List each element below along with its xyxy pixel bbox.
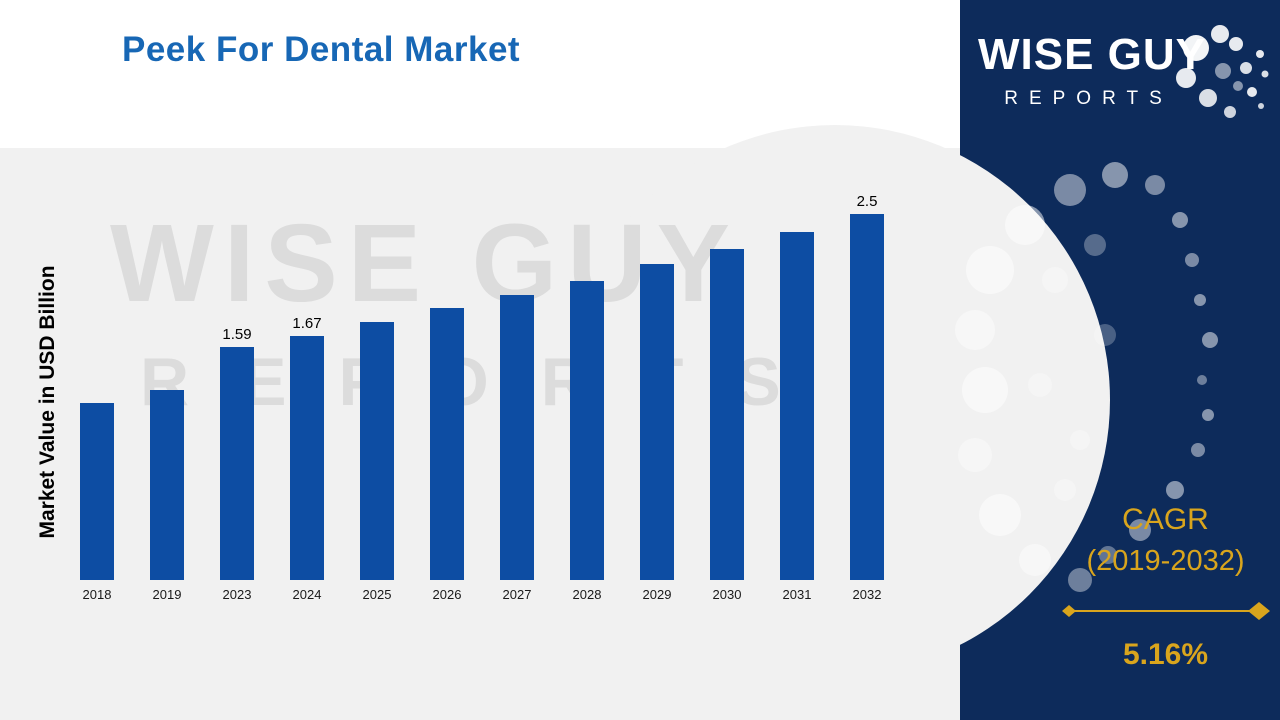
x-tick-label: 2018 xyxy=(82,587,112,602)
page-title: Peek For Dental Market xyxy=(122,30,521,69)
bar-value-label: 2.5 xyxy=(856,193,878,210)
bar-group: 2027 xyxy=(482,193,552,602)
x-tick-label: 2027 xyxy=(502,587,532,602)
x-tick-label: 2028 xyxy=(572,587,602,602)
bar-2030 xyxy=(710,249,744,580)
bar-group: 2019 xyxy=(132,193,202,602)
cagr-divider-icon xyxy=(1061,602,1270,620)
bar-group: 2025 xyxy=(342,193,412,602)
cagr-value: 5.16% xyxy=(1122,638,1209,671)
logo: WISE GUY REPORTS xyxy=(978,30,1207,110)
bar-2023 xyxy=(220,347,254,580)
x-tick-label: 2031 xyxy=(782,587,812,602)
bar-2018 xyxy=(80,403,114,580)
bar-chart: 2018 2019 1.59 2023 1.67 2024 2025 2026 2027 2028… xyxy=(62,193,902,602)
bar-2024 xyxy=(290,336,324,580)
bar-group: 2.5 2032 xyxy=(832,193,902,602)
x-tick-label: 2019 xyxy=(152,587,182,602)
bar-value-label: 1.67 xyxy=(292,315,322,332)
logo-subtitle: REPORTS xyxy=(1004,88,1173,109)
x-tick-label: 2032 xyxy=(852,587,882,602)
bar-value-label: 1.59 xyxy=(222,326,252,343)
x-tick-label: 2030 xyxy=(712,587,742,602)
cagr-label: CAGR xyxy=(1122,503,1209,536)
x-tick-label: 2023 xyxy=(222,587,252,602)
bar-2032 xyxy=(850,214,884,580)
y-axis-label: Market Value in USD Billion xyxy=(36,265,59,539)
cagr-range: (2019-2032) xyxy=(1086,545,1245,577)
bar-group: 2030 xyxy=(692,193,762,602)
bar-group: 2029 xyxy=(622,193,692,602)
cagr-block: CAGR (2019-2032) 5.16% xyxy=(1058,503,1273,672)
logo-head-icon xyxy=(1176,25,1269,118)
dotted-head-icon xyxy=(955,162,1218,592)
bar-2031 xyxy=(780,232,814,580)
logo-name: WISE GUY xyxy=(978,30,1207,79)
x-tick-label: 2024 xyxy=(292,587,322,602)
x-tick-label: 2026 xyxy=(432,587,462,602)
bar-group: 2018 xyxy=(62,193,132,602)
bar-2027 xyxy=(500,295,534,580)
bar-2026 xyxy=(430,308,464,580)
bar-group: 1.67 2024 xyxy=(272,193,342,602)
bar-group: 2031 xyxy=(762,193,832,602)
bar-group: 2028 xyxy=(552,193,622,602)
bar-2025 xyxy=(360,322,394,580)
watermark-line1: WISE GUY xyxy=(110,202,741,325)
x-tick-label: 2025 xyxy=(362,587,392,602)
bar-group: 1.59 2023 xyxy=(202,193,272,602)
bar-2028 xyxy=(570,281,604,580)
bar-group: 2026 xyxy=(412,193,482,602)
bar-2019 xyxy=(150,390,184,580)
bar-2029 xyxy=(640,264,674,580)
x-tick-label: 2029 xyxy=(642,587,672,602)
